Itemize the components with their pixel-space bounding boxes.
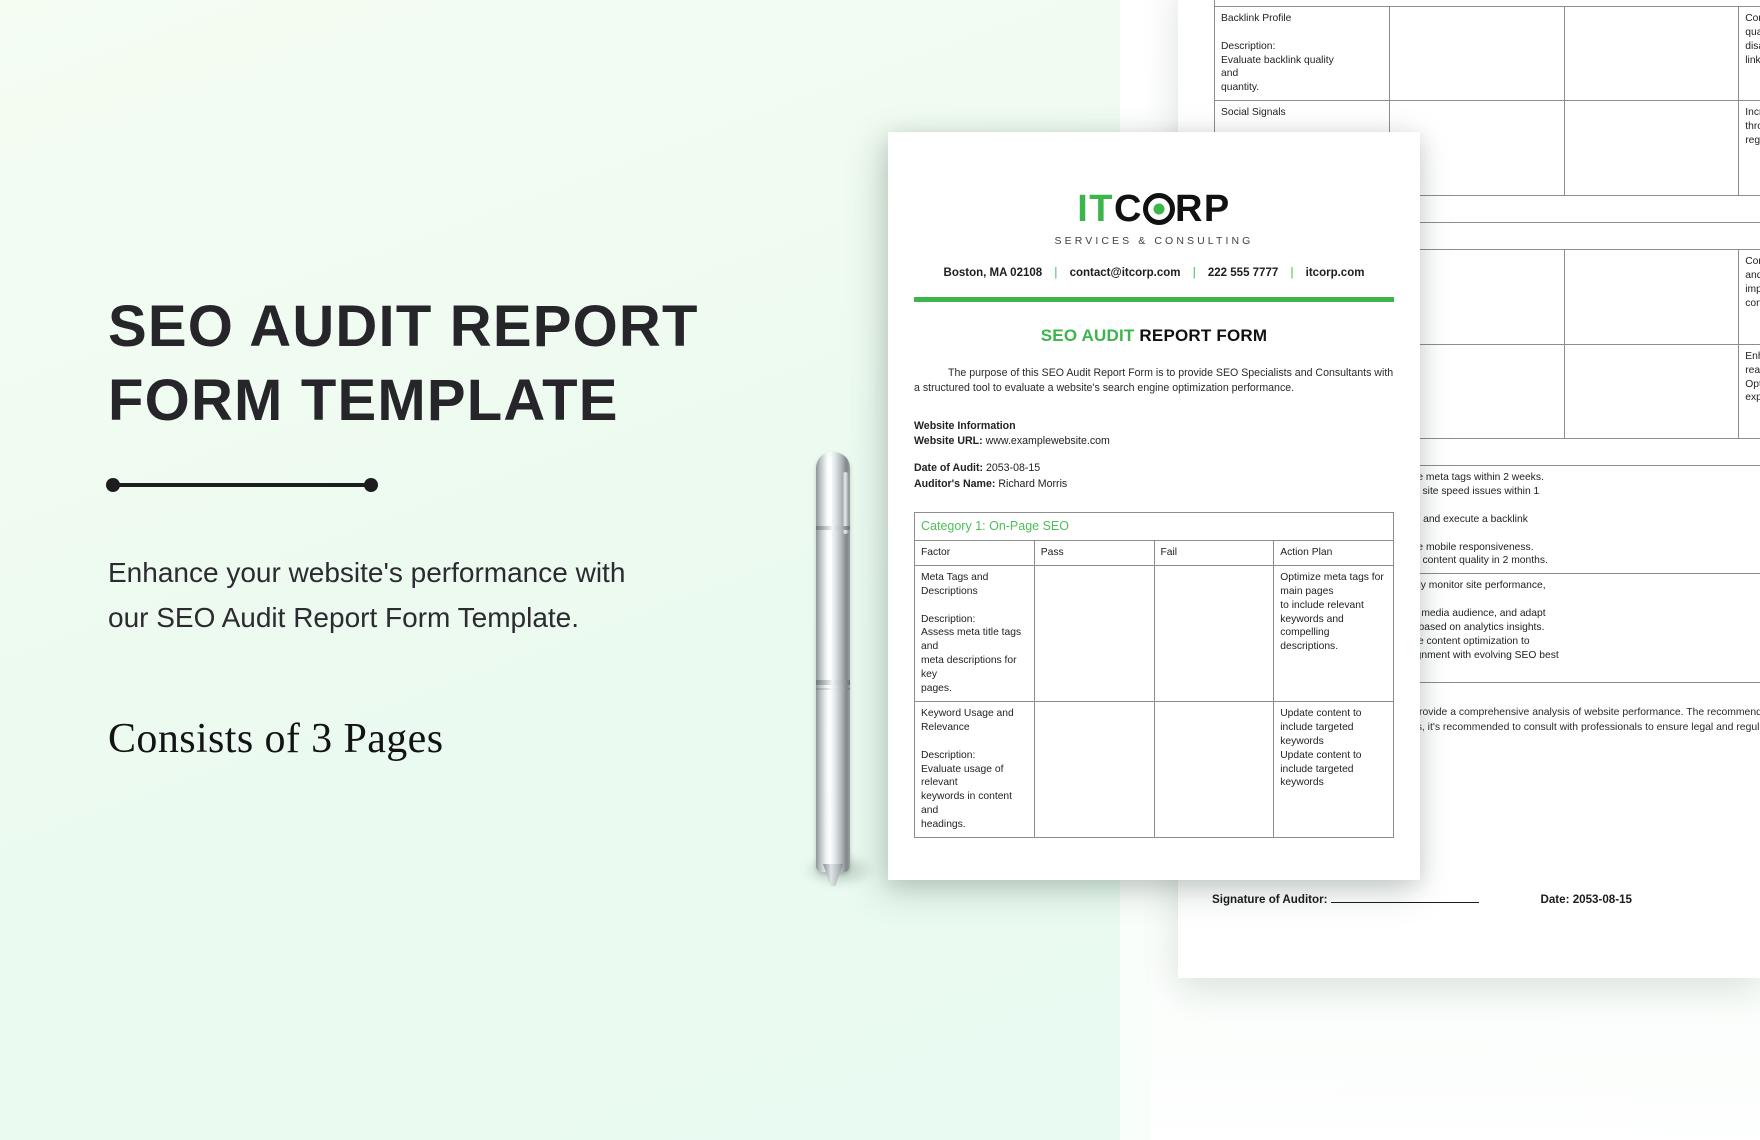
header-factor: Factor — [914, 540, 1035, 566]
table-column-header: Factor Pass Fail Action Plan — [914, 540, 1394, 566]
header-action-plan: Action Plan — [1273, 540, 1394, 566]
cell-action: Optimize meta tags for main pages to inc… — [1273, 564, 1394, 702]
contact-phone: 222 555 7777 — [1207, 267, 1279, 279]
onpage-seo-table-wrapper: Category 1: On-Page SEO Factor Pass Fail… — [914, 512, 1394, 838]
contact-separator: | — [1054, 267, 1058, 279]
pen-illustration — [802, 452, 876, 888]
cell-action: Enhance website navigation and readabili… — [1738, 343, 1760, 440]
website-url-row: Website URL: www.examplewebsite.com — [914, 434, 1394, 449]
pen-ring-middle — [816, 680, 850, 685]
auditor-name-label: Auditor's Name: — [914, 477, 996, 490]
cell-action: Update content to include targeted keywo… — [1273, 700, 1394, 838]
signature-of-auditor: Signature of Auditor: — [1212, 893, 1479, 906]
logo-text: ITC RP — [1077, 190, 1231, 228]
logo-it-text: IT — [1077, 188, 1115, 230]
document-page-front: ITC RP SERVICES & CONSULTING Boston, MA 0… — [888, 132, 1420, 880]
table-category-header: Category 1: On-Page SEO — [914, 512, 1394, 542]
purpose-paragraph: The purpose of this SEO Audit Report For… — [914, 367, 1394, 395]
cell-fail[interactable] — [1153, 700, 1275, 838]
pen-ring-middle-secondary — [816, 688, 850, 690]
cell-pass[interactable] — [1033, 564, 1155, 702]
signature-date-label: Date: — [1540, 893, 1570, 906]
header-pass: Pass — [1033, 540, 1155, 566]
contact-separator: | — [1290, 267, 1294, 279]
cell-fail[interactable] — [1153, 564, 1275, 702]
table-row: Backlink Profile Description: Evaluate b… — [1214, 5, 1760, 102]
document-title: SEO AUDIT REPORT FORM — [888, 326, 1420, 346]
pen-clip — [842, 472, 849, 534]
signature-date: Date: 2053-08-15 — [1540, 893, 1632, 906]
table-row: Keyword Usage and Relevance Description:… — [914, 700, 1394, 838]
auditor-name-value: Richard Morris — [998, 477, 1068, 490]
contact-bar: Boston, MA 02108 | contact@itcorp.com | … — [888, 267, 1420, 279]
page-count-note: Consists of 3 Pages — [108, 716, 444, 762]
signature-row: Signature of Auditor: Date: 2053-08-15 — [1212, 893, 1632, 906]
auditor-name-row: Auditor's Name: Richard Morris — [914, 477, 1394, 492]
cell-action: Continue monitoring backlink quality and… — [1738, 5, 1760, 102]
cell-fail[interactable] — [1563, 100, 1740, 196]
contact-email[interactable]: contact@itcorp.com — [1069, 267, 1181, 279]
pen-ring-top — [816, 526, 850, 530]
cell-pass[interactable] — [1388, 5, 1565, 102]
contact-address: Boston, MA 02108 — [943, 267, 1043, 279]
date-of-audit-row: Date of Audit: 2053-08-15 — [914, 461, 1394, 476]
cell-factor: Meta Tags and Descriptions Description: … — [914, 564, 1035, 702]
logo-c-text: C — [1114, 188, 1143, 230]
contact-separator: | — [1192, 267, 1196, 279]
logo-tagline: SERVICES & CONSULTING — [1054, 235, 1254, 247]
date-of-audit-label: Date of Audit: — [914, 462, 984, 475]
document-title-black: REPORT FORM — [1139, 326, 1268, 345]
onpage-seo-table: Category 1: On-Page SEO Factor Pass Fail… — [914, 512, 1394, 838]
cell-fail[interactable] — [1563, 343, 1740, 440]
cell-pass[interactable] — [1033, 700, 1155, 838]
document-title-green: SEO AUDIT — [1040, 326, 1135, 345]
signature-label: Signature of Auditor: — [1212, 893, 1328, 906]
hero-subtitle: Enhance your website's performance with … — [108, 557, 626, 634]
page-title: SEO AUDIT REPORT FORM TEMPLATE — [108, 294, 699, 433]
cell-action: Increase social media engagement through… — [1738, 100, 1760, 196]
table-row: Meta Tags and Descriptions Description: … — [914, 564, 1394, 702]
website-information-block: Website Information Website URL: www.exa… — [914, 419, 1394, 492]
cell-factor: Keyword Usage and Relevance Description:… — [914, 700, 1035, 838]
date-of-audit-value: 2053-08-15 — [986, 462, 1041, 475]
title-divider — [106, 478, 378, 492]
logo-dot-circle-icon — [1142, 193, 1175, 225]
website-url-label: Website URL: — [914, 435, 983, 448]
logo-rp-text: RP — [1174, 188, 1231, 230]
cell-fail[interactable] — [1563, 5, 1740, 102]
website-url-value: www.examplewebsite.com — [985, 435, 1110, 448]
cell-fail[interactable] — [1563, 249, 1740, 345]
company-logo: ITC RP SERVICES & CONSULTING — [888, 190, 1420, 247]
category-label: Category 1: On-Page SEO — [914, 512, 1394, 542]
recommendation-body: 1. Regularly monitor site performance, e… — [1364, 573, 1760, 683]
contact-website[interactable]: itcorp.com — [1305, 267, 1365, 279]
header-fail: Fail — [1153, 540, 1275, 566]
signature-line[interactable] — [1330, 902, 1479, 903]
website-information-label: Website Information — [914, 419, 1016, 432]
cell-action: Conduct a content audit to identify and … — [1738, 249, 1760, 345]
cell-factor: Backlink Profile Description: Evaluate b… — [1214, 5, 1390, 102]
pen-highlight — [827, 456, 832, 864]
header-green-rule — [914, 297, 1394, 302]
signature-date-value: 2053-08-15 — [1572, 893, 1632, 906]
recommendation-body: 1. Optimize meta tags within 2 weeks. 2.… — [1364, 465, 1760, 575]
spacer — [914, 449, 1394, 461]
